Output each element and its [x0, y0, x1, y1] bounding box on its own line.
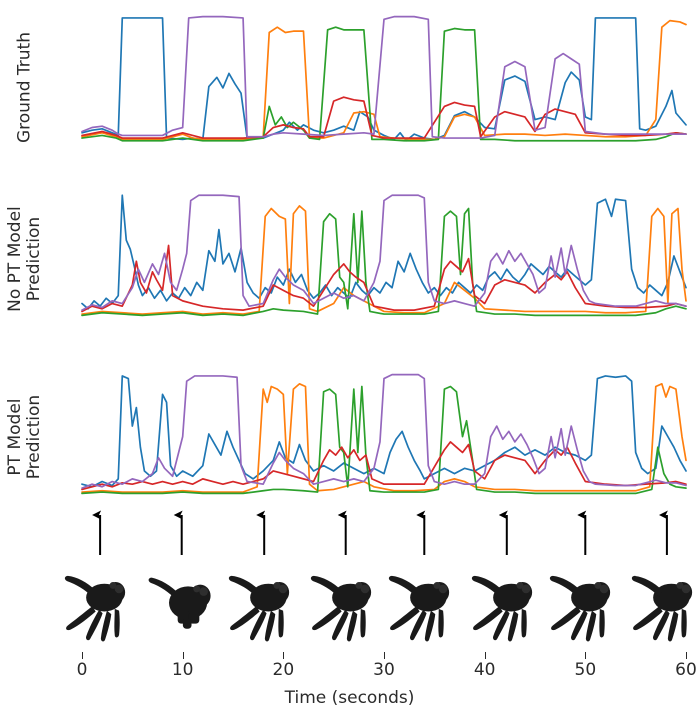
trace-channel-blue — [81, 17, 687, 142]
hand-pose-6 — [468, 562, 546, 654]
x-axis-label: Time (seconds) — [284, 688, 415, 708]
x-tick-label-10: 10 — [171, 660, 194, 680]
x-tick-label-60: 60 — [675, 660, 697, 680]
open-hand-icon — [229, 575, 290, 642]
panel-label-pt-model: PT Model Prediction — [4, 352, 44, 522]
trace-channel-red — [81, 96, 687, 139]
x-tick-40 — [484, 652, 486, 659]
no-pt-model-plot — [81, 194, 687, 317]
x-tick-60 — [686, 652, 687, 659]
x-tick-label-40: 40 — [473, 660, 496, 680]
trace-channel-red — [81, 244, 687, 313]
trace-channel-purple — [81, 15, 687, 139]
open-hand-icon — [631, 575, 692, 642]
trace-channel-green — [81, 26, 687, 142]
x-tick-20 — [283, 652, 285, 659]
hand-pose-2 — [143, 562, 221, 654]
open-hand-icon — [471, 575, 532, 642]
panel-pt-model — [76, 360, 690, 508]
trace-channel-green — [81, 207, 687, 317]
panel-label-pt-line1: PT Model — [4, 398, 25, 476]
hand-pose-5 — [385, 562, 463, 654]
panel-label-no-pt-line1: No PT Model — [4, 206, 25, 312]
trace-channel-red — [81, 441, 687, 491]
open-hand-icon — [389, 575, 450, 642]
open-hand-icon — [550, 575, 611, 642]
x-tick-30 — [384, 652, 385, 659]
x-tick-0 — [82, 652, 83, 659]
trace-channel-orange — [81, 19, 687, 141]
x-tick-label-50: 50 — [574, 660, 597, 680]
x-tick-50 — [585, 652, 587, 659]
panel-label-ground-truth: Ground Truth — [14, 3, 35, 173]
trace-channel-purple — [81, 194, 687, 311]
trace-channel-blue — [81, 375, 687, 488]
panel-label-no-pt-line2: Prediction — [24, 216, 44, 302]
hand-pose-4 — [307, 562, 385, 654]
hand-pose-3 — [225, 562, 303, 654]
x-tick-label-0: 0 — [76, 660, 88, 680]
hand-pose-8 — [628, 562, 699, 654]
x-tick-10 — [182, 652, 184, 659]
panel-label-ground-truth-text: Ground Truth — [14, 32, 35, 144]
panel-no-pt-model — [76, 182, 690, 330]
trace-channel-green — [81, 385, 687, 495]
ground-truth-plot — [81, 15, 687, 142]
trace-channel-purple — [81, 373, 687, 489]
hand-pose-7 — [546, 562, 624, 654]
x-tick-label-30: 30 — [373, 660, 395, 680]
open-hand-icon — [310, 575, 371, 642]
pt-model-plot — [81, 373, 687, 495]
panel-label-pt-line2: Prediction — [24, 394, 44, 480]
open-hand-icon — [64, 575, 126, 642]
hand-pose-1 — [61, 562, 139, 654]
x-axis: 0 10 20 30 40 50 60 — [0, 652, 699, 682]
closed-fist-icon — [148, 577, 211, 629]
panel-label-no-pt-model: No PT Model Prediction — [4, 174, 44, 344]
x-tick-label-20: 20 — [272, 660, 295, 680]
annotation-arrows — [92, 510, 668, 555]
hand-pose-strip — [0, 562, 699, 654]
panel-ground-truth — [76, 6, 690, 154]
arrow-layer — [0, 505, 699, 565]
